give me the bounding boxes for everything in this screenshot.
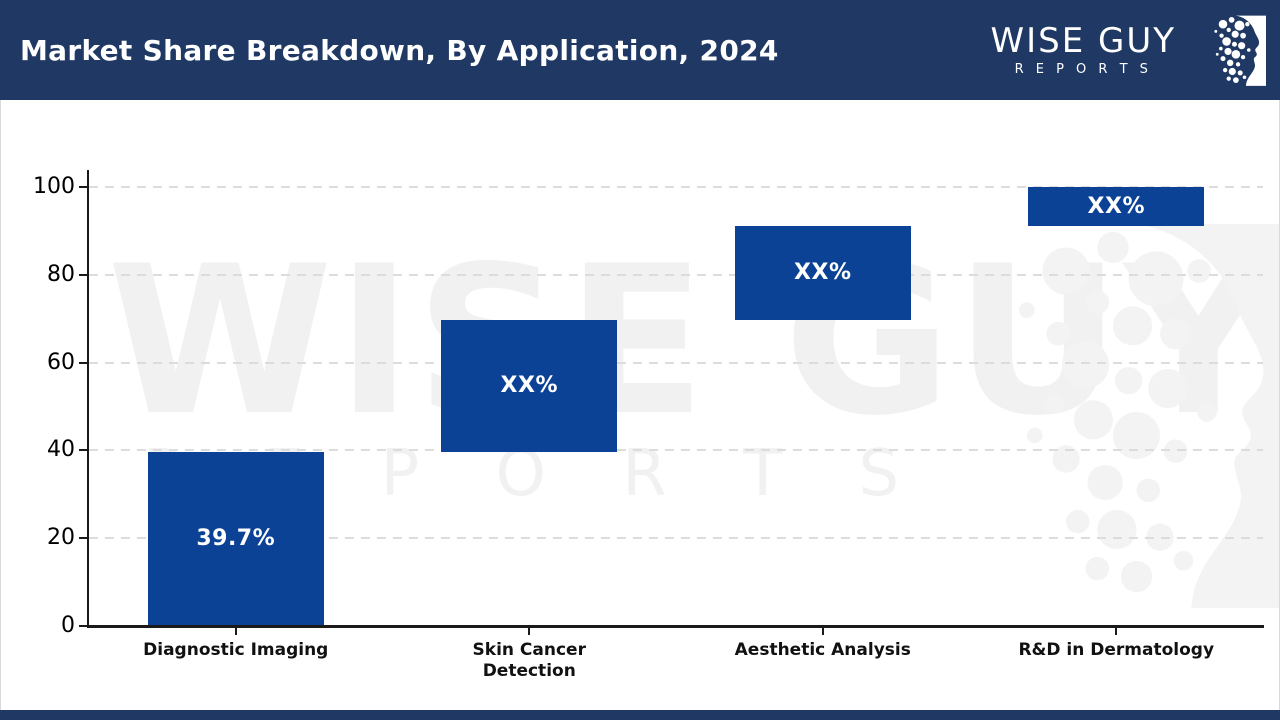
gridline-100 <box>89 186 1263 188</box>
y-tick-label-40: 40 <box>47 437 75 463</box>
gridline-40 <box>89 449 1263 452</box>
y-tick-label-60: 60 <box>47 349 75 375</box>
category-label-line: Detection <box>482 661 576 682</box>
bar-value-label-diagnostic-imaging: 39.7% <box>196 526 276 552</box>
category-label-diagnostic-imaging: Diagnostic Imaging <box>89 640 383 661</box>
gridline-20 <box>89 537 1263 540</box>
wiseguy-logo: WISE GUY R E P O R T S <box>990 12 1280 88</box>
footer-bar <box>0 710 1280 720</box>
logo-face-icon <box>1214 15 1266 86</box>
x-tick-mark-skin-cancer-detection <box>528 628 531 635</box>
y-tick-label-100: 100 <box>33 174 75 199</box>
y-tick-label-0: 0 <box>61 613 75 638</box>
category-label-r-d-in-dermatology: R&D in Dermatology <box>970 640 1264 661</box>
bar-diagnostic-imaging: 39.7% <box>147 451 324 626</box>
bar-value-label-r-d-in-dermatology: XX% <box>1087 193 1145 219</box>
bar-aesthetic-analysis: XX% <box>734 225 911 320</box>
y-axis-line <box>87 170 89 628</box>
category-label-line: R&D in Dermatology <box>1018 640 1215 660</box>
chart-panel: WISE GUY R E P O R T S 0 20 40 60 80 100 39.7%… <box>0 100 1280 710</box>
x-tick-mark-aesthetic-analysis <box>821 628 824 635</box>
logo-subtext: R E P O R T S <box>1014 61 1152 77</box>
y-tick-mark-40 <box>79 449 89 452</box>
y-tick-mark-0 <box>79 625 89 627</box>
category-label-line: Skin Cancer <box>472 640 586 660</box>
category-label-aesthetic-analysis: Aesthetic Analysis <box>676 640 970 661</box>
category-label-skin-cancer-detection: Skin Cancer Detection <box>383 640 677 683</box>
chart-title: Market Share Breakdown, By Application, … <box>20 33 779 67</box>
gridline-60 <box>89 361 1263 364</box>
header-bar: Market Share Breakdown, By Application, … <box>0 0 1280 100</box>
y-tick-label-20: 20 <box>47 525 75 551</box>
x-axis-line <box>87 625 1264 628</box>
bar-r-d-in-dermatology: XX% <box>1028 187 1205 226</box>
y-tick-mark-60 <box>79 361 89 364</box>
bar-value-label-aesthetic-analysis: XX% <box>794 260 852 286</box>
y-tick-mark-20 <box>79 537 89 540</box>
plot-area: 0 20 40 60 80 100 39.7% Diagnostic Imaging XX% Sk… <box>1 100 1279 710</box>
category-label-line: Aesthetic Analysis <box>734 640 911 660</box>
y-tick-mark-80 <box>79 273 89 276</box>
y-tick-mark-100 <box>79 186 89 188</box>
x-tick-mark-r-d-in-dermatology <box>1115 628 1118 635</box>
category-label-line: Diagnostic Imaging <box>143 640 329 660</box>
bar-value-label-skin-cancer-detection: XX% <box>500 373 558 399</box>
y-tick-label-80: 80 <box>47 261 75 287</box>
bar-skin-cancer-detection: XX% <box>441 319 618 452</box>
gridline-80 <box>89 273 1263 276</box>
logo-wordmark: WISE GUY <box>990 20 1176 61</box>
x-tick-mark-diagnostic-imaging <box>234 628 237 635</box>
logo-text: WISE GUY R E P O R T S <box>990 24 1176 77</box>
